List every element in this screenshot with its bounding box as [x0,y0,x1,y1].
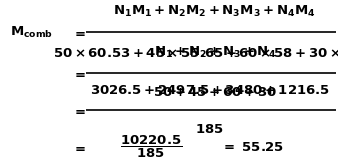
Text: $\mathbf{N_1 + N_2 + N_3 + N_4}$: $\mathbf{N_1 + N_2 + N_3 + N_4}$ [153,45,276,60]
Text: $\mathbf{=}$: $\mathbf{=}$ [72,67,87,80]
Text: $\mathbf{3026.5 + 2497.5 + 3480 + 1216.5}$: $\mathbf{3026.5 + 2497.5 + 3480 + 1216.5… [90,84,330,97]
Text: $\mathbf{= \ 55.25}$: $\mathbf{= \ 55.25}$ [221,141,284,154]
Text: $\mathbf{185}$: $\mathbf{185}$ [195,123,224,136]
Text: $\mathbf{\dfrac{10220.5}{185}}$: $\mathbf{\dfrac{10220.5}{185}}$ [120,134,182,160]
Text: $\mathbf{M_{comb}}$: $\mathbf{M_{comb}}$ [10,25,53,40]
Text: $\mathbf{=}$: $\mathbf{=}$ [72,26,87,39]
Text: $\mathbf{=}$: $\mathbf{=}$ [72,141,87,154]
Text: $\mathbf{50 \times 60.53 + 45 \times 55.65 + 60 \times 58 + 30 \times 40.5}$: $\mathbf{50 \times 60.53 + 45 \times 55.… [53,47,338,60]
Text: $\mathbf{N_1M_1 + N_2M_2 + N_3M_3 + N_4M_4}$: $\mathbf{N_1M_1 + N_2M_2 + N_3M_3 + N_4M… [113,4,316,19]
Text: $\mathbf{=}$: $\mathbf{=}$ [72,104,87,117]
Text: $\mathbf{50 + 45 + 60 + 30}$: $\mathbf{50 + 45 + 60 + 30}$ [153,86,276,99]
